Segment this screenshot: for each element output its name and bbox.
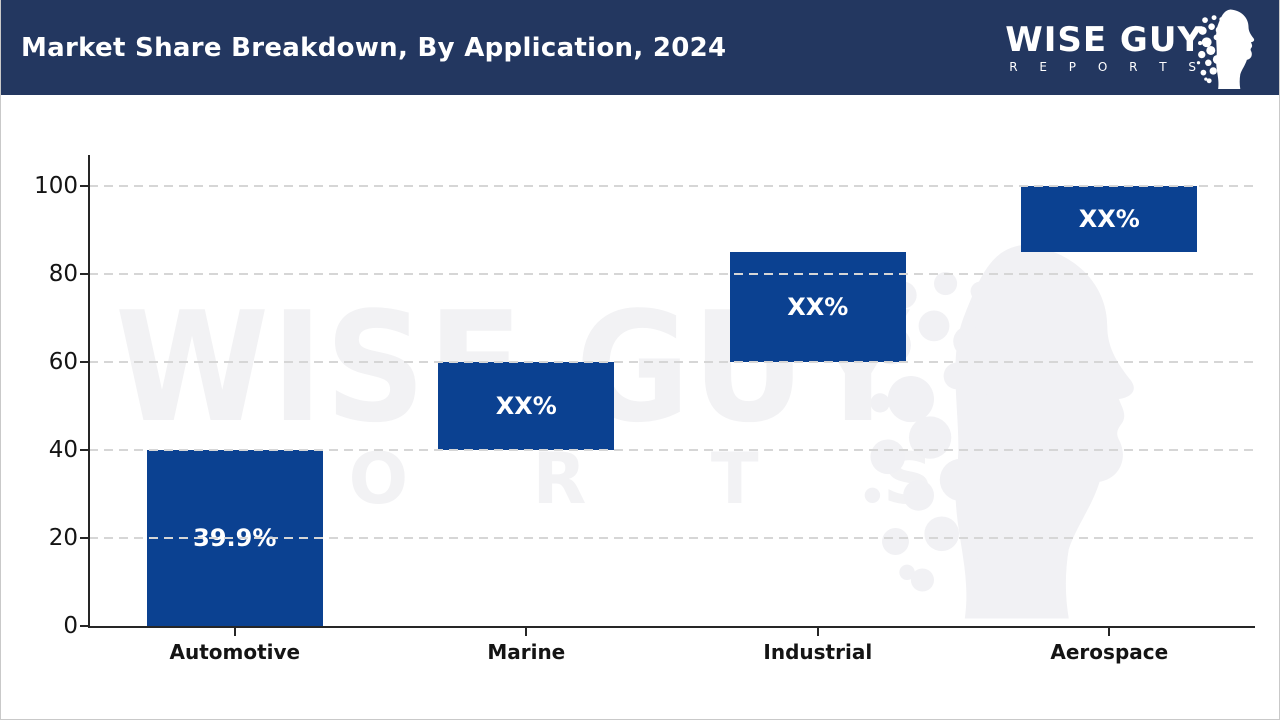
face-dot xyxy=(908,416,952,459)
face-dot xyxy=(953,325,985,357)
face-dot xyxy=(970,281,990,301)
header: Market Share Breakdown, By Application, … xyxy=(1,0,1279,95)
face-dot xyxy=(934,272,958,296)
face-dot xyxy=(1201,37,1212,48)
face-dot xyxy=(943,362,971,390)
y-tick-label: 20 xyxy=(48,525,78,551)
x-tick-mark xyxy=(816,628,819,636)
face-dot xyxy=(1211,15,1217,21)
face-dot xyxy=(870,393,890,413)
face-dot xyxy=(1215,26,1223,34)
face-profile-shape xyxy=(1216,9,1255,89)
logo-wordmark: WISE GUY xyxy=(1005,20,1204,60)
face-dot xyxy=(1205,59,1212,67)
x-tick-mark xyxy=(233,628,236,636)
bar-value-label: XX% xyxy=(1078,205,1140,233)
x-category-label: Marine xyxy=(487,640,566,664)
bar-industrial: XX% xyxy=(729,252,906,363)
face-dot xyxy=(910,568,934,592)
bar-marine: XX% xyxy=(438,362,615,451)
x-tick-mark xyxy=(1108,628,1111,636)
x-category-label: Aerospace xyxy=(1050,640,1169,664)
face-dot xyxy=(1224,21,1228,26)
face-dot xyxy=(882,528,909,555)
y-tick-mark xyxy=(80,185,89,187)
face-dot xyxy=(887,375,934,423)
face-dot xyxy=(1202,17,1208,23)
face-dot xyxy=(1198,50,1206,59)
face-dot xyxy=(870,439,906,475)
face-dot xyxy=(1208,23,1215,30)
face-dot xyxy=(1206,78,1212,84)
face-dot xyxy=(1213,34,1220,41)
bar-automotive: 39.9% xyxy=(146,450,323,626)
face-dot xyxy=(899,564,915,580)
bar-value-label: XX% xyxy=(787,293,849,322)
y-tick-mark xyxy=(80,449,89,451)
face-dot xyxy=(1218,76,1223,81)
y-tick-mark xyxy=(80,361,89,363)
y-tick-label: 80 xyxy=(48,261,78,287)
logo-face-icon xyxy=(1196,9,1255,89)
face-dot xyxy=(1219,17,1224,22)
face-dot xyxy=(995,302,1011,319)
face-dot xyxy=(918,310,950,342)
face-dot xyxy=(1206,45,1216,55)
face-dot xyxy=(1225,45,1229,49)
face-dot xyxy=(1216,40,1225,49)
face-dot xyxy=(1204,77,1208,81)
page-title: Market Share Breakdown, By Application, … xyxy=(21,32,727,63)
face-dot xyxy=(957,391,996,430)
y-tick-label: 0 xyxy=(63,613,78,639)
face-dot xyxy=(1198,26,1207,35)
y-axis-line xyxy=(88,155,90,627)
y-tick-label: 100 xyxy=(34,173,78,199)
face-dot xyxy=(1223,34,1228,39)
face-dot xyxy=(903,479,934,511)
y-tick-label: 60 xyxy=(48,349,78,375)
logo-text: WISE GUY R E P O R T S xyxy=(1005,23,1205,73)
face-dot xyxy=(1198,41,1203,46)
y-tick-label: 40 xyxy=(48,437,78,463)
x-category-label: Automotive xyxy=(169,640,301,664)
face-dot xyxy=(974,501,1002,529)
face-dot xyxy=(924,516,960,552)
face-dot xyxy=(989,362,1010,382)
wise-guy-reports-logo: WISE GUY R E P O R T S xyxy=(1005,6,1271,90)
x-axis-line xyxy=(88,626,1255,628)
face-dot xyxy=(1196,61,1201,65)
logo-subtitle: R E P O R T S xyxy=(1009,60,1205,74)
face-dot xyxy=(864,487,881,503)
face-dot xyxy=(1212,54,1222,64)
face-dot xyxy=(1200,69,1207,76)
y-tick-mark xyxy=(80,537,89,539)
face-profile-shape xyxy=(955,245,1134,619)
x-tick-mark xyxy=(525,628,528,636)
face-dot xyxy=(966,558,986,579)
face-dot xyxy=(1220,63,1226,70)
y-tick-mark xyxy=(80,273,89,275)
x-category-label: Industrial xyxy=(763,640,873,664)
face-dot xyxy=(1209,67,1217,75)
face-dot xyxy=(1221,52,1227,58)
bar-value-label: 39.9% xyxy=(193,524,277,553)
face-dot xyxy=(939,458,983,502)
face-dot xyxy=(999,414,1015,430)
bar-aerospace: XX% xyxy=(1021,186,1198,252)
y-tick-mark xyxy=(80,625,89,627)
face-dot xyxy=(980,445,1004,469)
bar-value-label: XX% xyxy=(495,392,557,421)
